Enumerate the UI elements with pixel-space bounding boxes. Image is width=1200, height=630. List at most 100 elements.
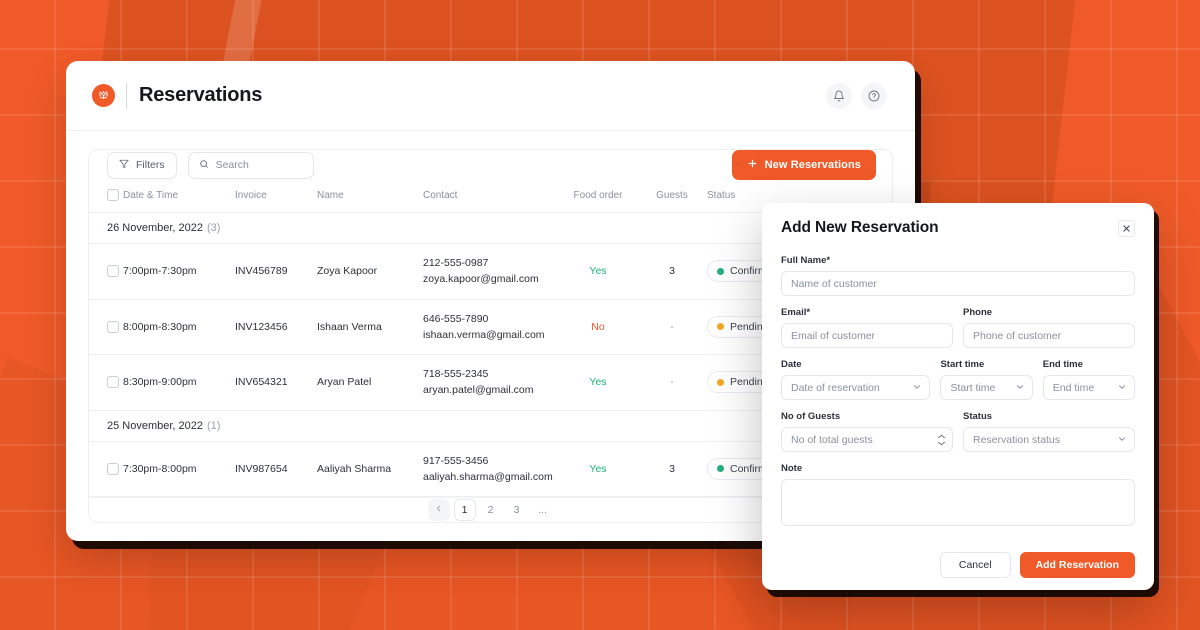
cell-invoice: INV987654 (235, 441, 317, 498)
guests-value: - (670, 320, 674, 333)
status-label: Pending (730, 376, 769, 389)
status-dot-icon (717, 323, 724, 331)
date-time-row: Date Start time End time (781, 359, 1135, 400)
add-reservation-modal: Add New Reservation Full Name* Email* Ph… (762, 203, 1154, 590)
row-checkbox[interactable] (107, 320, 119, 333)
end-time-select-wrap (1042, 375, 1135, 400)
pagination-prev-button[interactable] (427, 499, 450, 522)
modal-close-button[interactable] (1118, 220, 1135, 237)
table-toolbar: Filters New Reservations (89, 150, 892, 180)
search-input[interactable] (187, 151, 314, 179)
cell-guests: - (637, 299, 707, 356)
add-reservation-button[interactable]: Add Reservation (1019, 552, 1135, 578)
group-date-label: 26 November, 2022 (107, 222, 204, 234)
contact-email: ishaan.verma@gmail.com (423, 328, 545, 341)
pagination-page[interactable]: 2 (487, 504, 494, 517)
help-circle-icon (868, 90, 880, 102)
phone-label: Phone (963, 307, 993, 318)
pagination-page[interactable]: 1 (453, 499, 476, 522)
cell-food-order: Yes (559, 354, 637, 411)
cell-name: Zoya Kapoor (317, 243, 423, 300)
group-date: 26 November, 2022 (3) (89, 212, 892, 244)
status-label: Status (963, 411, 993, 422)
status-label: Pending (730, 320, 769, 333)
row-checkbox[interactable] (107, 376, 119, 389)
row-select-cell (89, 299, 123, 356)
page-title: Reservations (139, 84, 263, 106)
cell-guests: - (637, 354, 707, 411)
date-select[interactable] (781, 375, 931, 400)
group-date: 25 November, 2022 (1) (89, 410, 892, 442)
notifications-button[interactable] (826, 82, 852, 109)
cell-food-order: Yes (559, 243, 637, 300)
new-reservations-label: New Reservations (764, 159, 861, 171)
note-textarea[interactable] (781, 479, 1135, 526)
status-dot-icon (717, 378, 724, 386)
cell-contact: 917-555-3456 aaliyah.sharma@gmail.com (423, 441, 559, 498)
table-header-row: Date & Time Invoice Name Contact Food or… (89, 180, 892, 213)
col-contact: Contact (423, 180, 559, 213)
contact-phone: 917-555-3456 (423, 454, 489, 467)
modal-footer: Cancel Add Reservation (781, 552, 1135, 578)
pagination: 1 2 3... (89, 497, 892, 522)
pagination-page[interactable]: 3 (513, 504, 520, 517)
email-field[interactable] (781, 323, 953, 348)
group-date-label: 25 November, 2022 (107, 419, 204, 432)
guests-value: - (670, 376, 674, 389)
help-button[interactable] (861, 82, 887, 109)
cell-invoice: INV123456 (235, 299, 317, 356)
search-icon (199, 156, 209, 174)
end-time-label: End time (1042, 359, 1083, 370)
phone-field[interactable] (963, 323, 1135, 348)
cancel-button[interactable]: Cancel (939, 552, 1011, 578)
cell-name: Aaliyah Sharma (317, 441, 423, 498)
contact-email: zoya.kapoor@gmail.com (423, 273, 539, 286)
filters-label: Filters (136, 159, 165, 171)
contact-phone: 718-555-2345 (423, 368, 489, 381)
group-count: (3) (207, 222, 221, 234)
col-name: Name (317, 180, 423, 213)
table-row[interactable]: 8:30pm-9:00pm INV654321 Aryan Patel 718-555… (89, 354, 892, 411)
select-all-checkbox[interactable] (107, 189, 119, 201)
end-time-group: End time (1042, 359, 1135, 400)
table-head: Date & Time Invoice Name Contact Food or… (89, 180, 892, 213)
email-phone-row: Email* Phone (781, 307, 1135, 348)
cell-date-time: 8:30pm-9:00pm (123, 354, 235, 411)
food-order-value: Yes (589, 265, 607, 278)
pagination-page[interactable]: ... (538, 504, 547, 517)
cell-name: Ishaan Verma (317, 299, 423, 356)
row-checkbox[interactable] (107, 265, 119, 278)
bell-icon (833, 90, 845, 102)
table-group-header: 25 November, 2022 (1) (89, 410, 892, 442)
food-order-value: Yes (589, 462, 607, 475)
cell-invoice: INV456789 (235, 243, 317, 300)
select-all-header (89, 180, 123, 213)
new-reservations-button[interactable]: New Reservations (731, 150, 876, 180)
row-select-cell (89, 243, 123, 300)
contact-email: aaliyah.sharma@gmail.com (423, 470, 553, 483)
row-checkbox[interactable] (107, 462, 119, 475)
window-header: Reservations (66, 61, 915, 131)
guests-field[interactable] (781, 427, 953, 452)
date-select-wrap (781, 375, 931, 400)
cell-date-time: 7:00pm-7:30pm (123, 243, 235, 300)
col-food-order: Food order (559, 180, 637, 213)
end-time-select[interactable] (1042, 375, 1135, 400)
row-select-cell (89, 354, 123, 411)
quantity-stepper[interactable] (937, 434, 946, 446)
filters-button[interactable]: Filters (107, 151, 177, 179)
modal-header: Add New Reservation (781, 219, 1135, 237)
date-group: Date (781, 359, 931, 400)
search-field[interactable] (215, 159, 303, 171)
wishbone-logo-icon (92, 84, 115, 107)
plus-icon (747, 158, 758, 172)
row-select-cell (89, 441, 123, 498)
guests-value: 3 (669, 265, 675, 278)
group-count: (1) (207, 419, 221, 432)
full-name-field[interactable] (781, 271, 1135, 296)
full-name-group: Full Name* (781, 255, 1135, 296)
start-time-select[interactable] (940, 375, 1033, 400)
filter-icon (119, 159, 129, 172)
status-select[interactable] (963, 427, 1135, 452)
phone-group: Phone (963, 307, 1135, 348)
